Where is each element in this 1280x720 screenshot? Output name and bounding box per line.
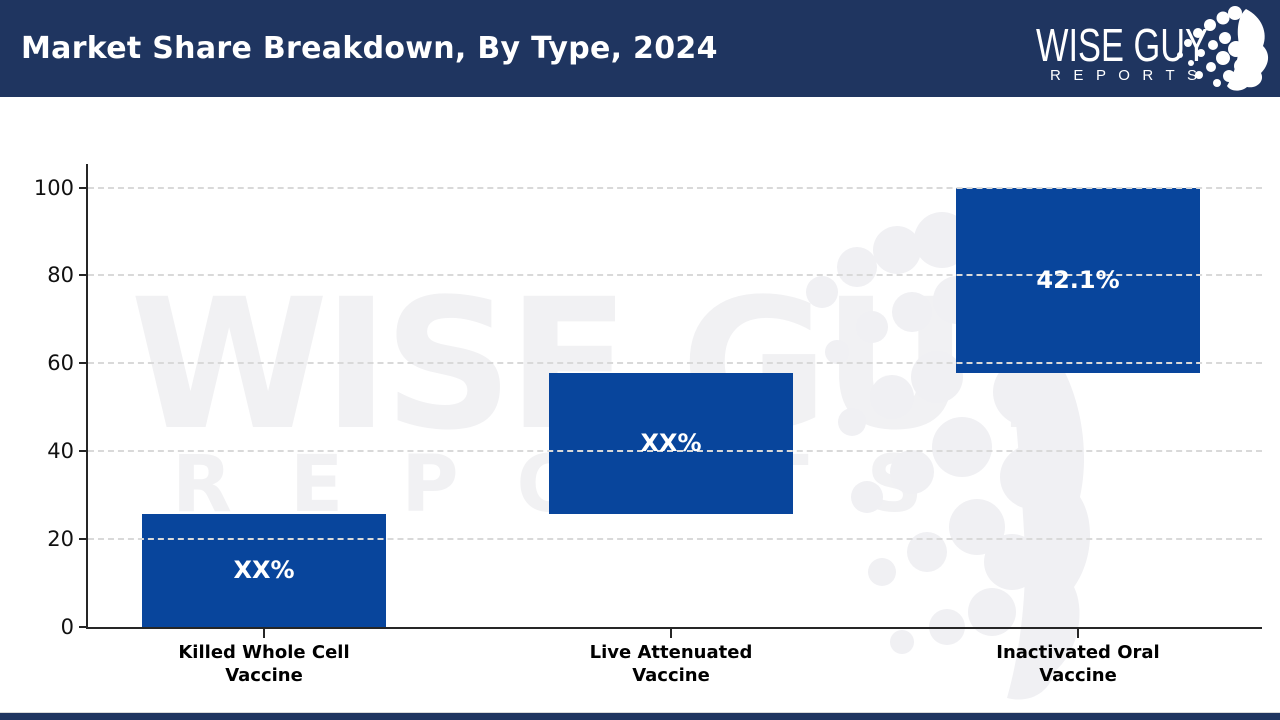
x-tick-mark-killed-whole-cell-vaccine	[263, 629, 265, 638]
y-tick-mark-60	[79, 362, 87, 365]
gridline-60	[88, 362, 1262, 365]
y-tick-label-40: 40	[47, 439, 74, 464]
footer-bar	[0, 713, 1280, 720]
header-bar: Market Share Breakdown, By Type, 2024 WI…	[0, 0, 1280, 97]
gridline-40	[88, 450, 1262, 453]
y-tick-label-0: 0	[60, 615, 74, 639]
page-title: Market Share Breakdown, By Type, 2024	[21, 31, 718, 66]
bar-value-label-inactivated-oral-vaccine: 42.1%	[1036, 266, 1120, 294]
x-tick-mark-live-attenuated-vaccine	[670, 629, 672, 638]
wise-guy-reports-logo: WISE GUY R E P O R T S	[1036, 6, 1269, 91]
logo-wordmark-text: WISE GUY	[1036, 19, 1208, 71]
category-label-line: Killed Whole Cell	[178, 642, 350, 663]
category-label-line: Vaccine	[225, 665, 303, 686]
y-tick-mark-40	[79, 450, 87, 453]
y-tick-label-100: 100	[33, 175, 74, 200]
category-label-line: Live Attenuated	[589, 642, 753, 663]
bar-live-attenuated-vaccine	[549, 372, 793, 514]
logo-face-dots-icon	[1177, 6, 1269, 91]
gridline-100	[88, 186, 1262, 189]
gridline-80	[88, 274, 1262, 277]
y-tick-mark-100	[79, 186, 87, 189]
x-tick-mark-inactivated-oral-vaccine	[1077, 629, 1079, 638]
y-tick-mark-80	[79, 274, 87, 277]
y-tick-mark-0	[79, 626, 87, 628]
y-axis-line	[86, 164, 88, 629]
plot-area: 0 20 40 60 80 100 XX% Killed Whole Cell Vaccine X…	[0, 97, 1280, 713]
category-label-line: Inactivated Oral	[996, 642, 1160, 663]
bar-value-label-killed-whole-cell-vaccine: XX%	[233, 556, 295, 585]
y-tick-mark-20	[79, 538, 87, 541]
category-label-killed-whole-cell-vaccine: Killed Whole Cell Vaccine	[94, 641, 434, 687]
category-label-inactivated-oral-vaccine: Inactivated Oral Vaccine	[908, 641, 1248, 687]
y-tick-label-60: 60	[47, 351, 74, 376]
x-axis-line	[86, 627, 1262, 629]
category-label-live-attenuated-vaccine: Live Attenuated Vaccine	[501, 641, 841, 687]
category-label-line: Vaccine	[632, 665, 710, 686]
gridline-20	[88, 538, 1262, 541]
footer-hairline	[0, 712, 1280, 713]
y-tick-label-20: 20	[47, 527, 74, 552]
logo-subtext: R E P O R T S	[1050, 67, 1197, 84]
bar-inactivated-oral-vaccine	[956, 187, 1200, 373]
y-tick-label-80: 80	[47, 263, 74, 288]
bar-killed-whole-cell-vaccine	[142, 513, 386, 627]
category-label-line: Vaccine	[1039, 665, 1117, 686]
bar-value-label-live-attenuated-vaccine: XX%	[640, 429, 702, 458]
